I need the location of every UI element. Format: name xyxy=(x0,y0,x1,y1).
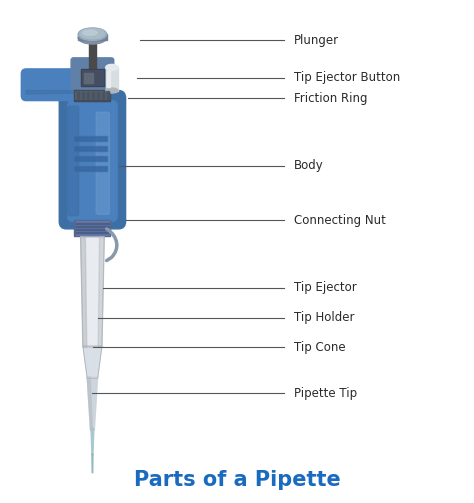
Bar xyxy=(74,166,107,171)
Bar xyxy=(75,91,109,99)
FancyBboxPatch shape xyxy=(59,91,126,229)
Bar xyxy=(107,92,109,99)
Ellipse shape xyxy=(78,31,107,44)
Text: Connecting Nut: Connecting Nut xyxy=(294,214,386,227)
Text: Tip Holder: Tip Holder xyxy=(294,311,355,324)
Text: Tip Ejector Button: Tip Ejector Button xyxy=(294,71,400,85)
Bar xyxy=(76,232,109,233)
Text: Tip Cone: Tip Cone xyxy=(294,341,346,354)
FancyBboxPatch shape xyxy=(68,101,117,221)
Text: Body: Body xyxy=(294,159,324,173)
FancyBboxPatch shape xyxy=(71,58,114,93)
Polygon shape xyxy=(81,236,87,347)
Bar xyxy=(82,92,83,99)
Polygon shape xyxy=(26,91,81,94)
FancyBboxPatch shape xyxy=(68,106,79,216)
Bar xyxy=(75,157,106,160)
Bar xyxy=(76,229,109,230)
Bar xyxy=(74,136,107,141)
Bar xyxy=(78,34,107,40)
Bar xyxy=(89,39,96,83)
Bar xyxy=(107,71,110,87)
Bar xyxy=(97,92,99,99)
Ellipse shape xyxy=(83,30,97,35)
Ellipse shape xyxy=(106,64,118,70)
Polygon shape xyxy=(28,75,83,96)
Bar xyxy=(75,137,106,140)
Bar xyxy=(92,92,94,99)
Text: Parts of a Pipette: Parts of a Pipette xyxy=(134,470,340,490)
Bar xyxy=(87,92,89,99)
Bar xyxy=(76,223,109,224)
Bar xyxy=(75,147,106,150)
Polygon shape xyxy=(83,346,102,378)
Polygon shape xyxy=(98,236,104,347)
Polygon shape xyxy=(91,429,94,455)
Polygon shape xyxy=(81,236,104,347)
Bar xyxy=(81,69,104,86)
Polygon shape xyxy=(92,454,93,473)
Bar xyxy=(74,156,107,161)
Text: Friction Ring: Friction Ring xyxy=(294,92,367,105)
Bar xyxy=(76,226,109,227)
Bar xyxy=(74,146,107,151)
Bar xyxy=(82,70,103,85)
Bar xyxy=(102,92,104,99)
Bar xyxy=(74,220,110,236)
Polygon shape xyxy=(87,377,98,430)
Bar xyxy=(74,90,110,101)
FancyBboxPatch shape xyxy=(21,69,90,101)
Text: Plunger: Plunger xyxy=(294,34,339,47)
Text: Pipette Tip: Pipette Tip xyxy=(294,387,357,400)
Ellipse shape xyxy=(78,28,107,41)
Polygon shape xyxy=(87,377,92,430)
Bar xyxy=(106,67,118,91)
Bar xyxy=(84,73,93,83)
Ellipse shape xyxy=(106,88,118,93)
FancyBboxPatch shape xyxy=(96,112,109,214)
Bar xyxy=(76,221,109,235)
Bar xyxy=(77,92,79,99)
Bar xyxy=(75,167,106,170)
Text: Tip Ejector: Tip Ejector xyxy=(294,281,356,294)
Ellipse shape xyxy=(80,29,105,39)
